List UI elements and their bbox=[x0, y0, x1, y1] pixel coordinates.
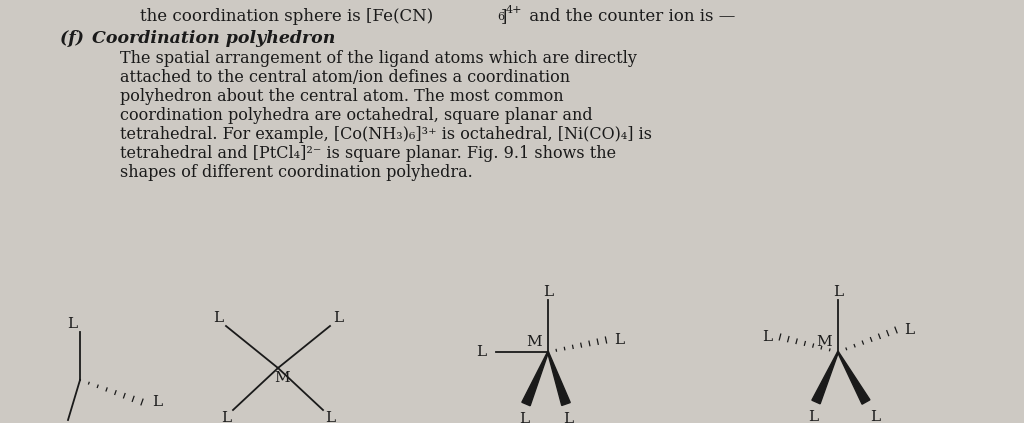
Text: attached to the central atom/ion defines a coordination: attached to the central atom/ion defines… bbox=[120, 69, 570, 86]
Text: and the counter ion is —: and the counter ion is — bbox=[524, 8, 735, 25]
Text: L: L bbox=[808, 410, 818, 423]
Text: 4+: 4+ bbox=[506, 5, 522, 15]
Text: L: L bbox=[221, 411, 231, 423]
Text: L: L bbox=[614, 333, 624, 347]
Text: The spatial arrangement of the ligand atoms which are directly: The spatial arrangement of the ligand at… bbox=[120, 50, 637, 67]
Text: L: L bbox=[519, 412, 529, 423]
Text: tetrahedral and [PtCl₄]²⁻ is square planar. Fig. 9.1 shows the: tetrahedral and [PtCl₄]²⁻ is square plan… bbox=[120, 145, 616, 162]
Text: L: L bbox=[67, 317, 77, 331]
Text: L: L bbox=[476, 345, 486, 359]
Text: ]: ] bbox=[501, 8, 507, 25]
Polygon shape bbox=[838, 352, 870, 404]
Text: (f): (f) bbox=[60, 30, 90, 47]
Text: polyhedron about the central atom. The most common: polyhedron about the central atom. The m… bbox=[120, 88, 563, 105]
Text: L: L bbox=[904, 323, 914, 337]
Text: shapes of different coordination polyhedra.: shapes of different coordination polyhed… bbox=[120, 164, 473, 181]
Text: 6: 6 bbox=[497, 12, 504, 22]
Text: L: L bbox=[333, 311, 343, 325]
Text: L: L bbox=[543, 285, 553, 299]
Text: Coordination polyhedron: Coordination polyhedron bbox=[92, 30, 336, 47]
Text: L: L bbox=[325, 411, 335, 423]
Polygon shape bbox=[548, 352, 570, 406]
Text: M: M bbox=[526, 335, 542, 349]
Text: L: L bbox=[563, 412, 573, 423]
Polygon shape bbox=[522, 352, 549, 406]
Text: tetrahedral. For example, [Co(NH₃)₆]³⁺ is octahedral, [Ni(CO)₄] is: tetrahedral. For example, [Co(NH₃)₆]³⁺ i… bbox=[120, 126, 652, 143]
Text: the coordination sphere is [Fe(CN): the coordination sphere is [Fe(CN) bbox=[140, 8, 433, 25]
Text: L: L bbox=[213, 311, 223, 325]
Text: L: L bbox=[152, 395, 162, 409]
Text: M: M bbox=[816, 335, 831, 349]
Text: L: L bbox=[870, 410, 880, 423]
Text: L: L bbox=[762, 330, 772, 344]
Text: M: M bbox=[274, 371, 290, 385]
Text: coordination polyhedra are octahedral, square planar and: coordination polyhedra are octahedral, s… bbox=[120, 107, 593, 124]
Polygon shape bbox=[812, 352, 839, 404]
Text: L: L bbox=[833, 285, 843, 299]
